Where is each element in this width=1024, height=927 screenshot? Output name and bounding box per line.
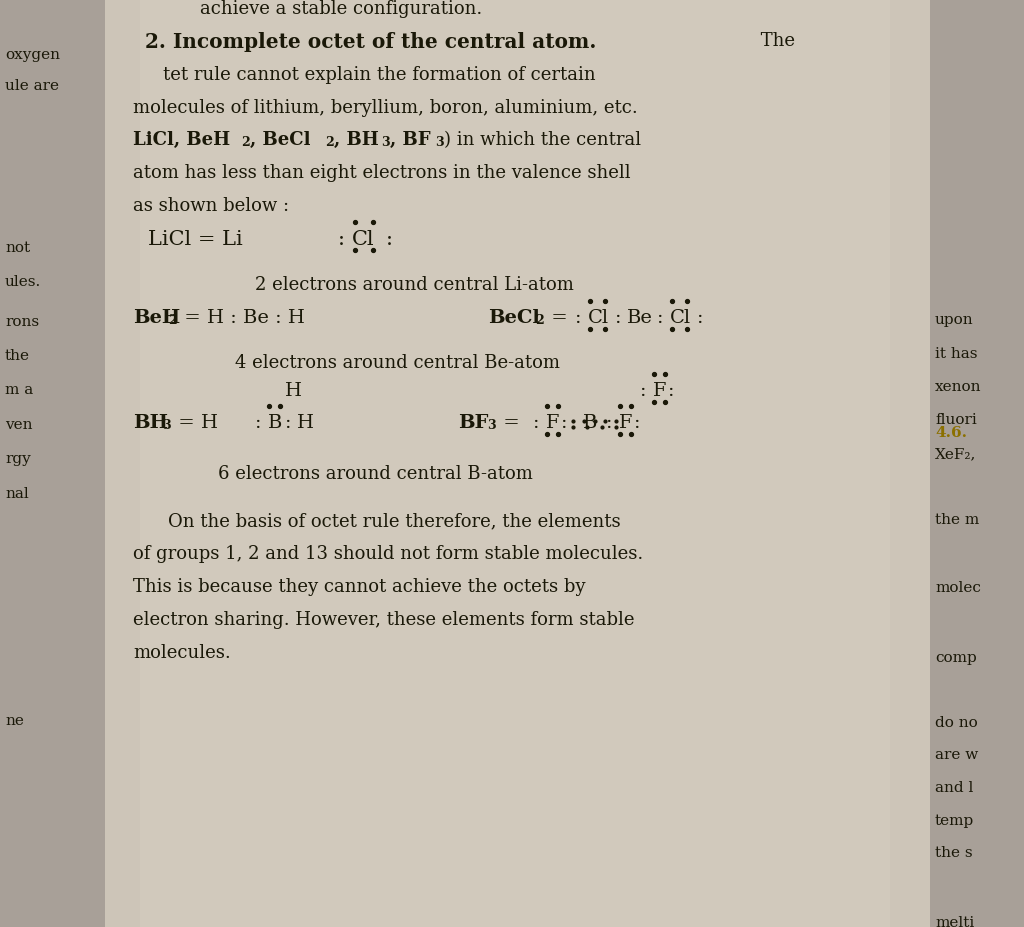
Text: 3: 3 [381,136,389,149]
Text: Cl: Cl [352,230,375,249]
Text: B: B [583,414,597,432]
Text: 2: 2 [535,314,544,327]
Text: ule are: ule are [5,79,59,93]
Text: F: F [653,382,667,400]
Text: rgy: rgy [5,452,31,466]
Text: upon: upon [935,313,974,327]
Text: LiCl, BeH: LiCl, BeH [133,131,230,149]
Text: nal: nal [5,487,29,501]
FancyBboxPatch shape [140,0,890,927]
Text: =: = [545,309,574,327]
Text: LiCl = Li: LiCl = Li [148,230,243,249]
Text: rons: rons [5,315,39,329]
Text: ven: ven [5,418,33,432]
Text: fluori: fluori [935,413,977,427]
Text: H: H [285,382,302,400]
Text: On the basis of octet rule therefore, the elements: On the basis of octet rule therefore, th… [168,512,621,530]
Text: :: : [668,382,675,400]
FancyBboxPatch shape [100,0,930,927]
Text: H: H [297,414,314,432]
Text: Be: Be [627,309,653,327]
FancyBboxPatch shape [930,0,1024,927]
Text: BH: BH [133,414,168,432]
Text: :: : [697,309,703,327]
Text: Cl: Cl [588,309,609,327]
Text: B: B [268,414,283,432]
Text: 3: 3 [435,136,443,149]
Text: the m: the m [935,513,979,527]
Text: F: F [618,414,633,432]
Text: do no: do no [935,716,978,730]
Text: xenon: xenon [935,380,981,394]
Text: F: F [546,414,559,432]
Text: , BF: , BF [390,131,431,149]
Text: comp: comp [935,651,977,665]
Text: :: : [386,230,393,249]
Text: melti: melti [935,916,974,927]
Text: :: : [561,414,567,432]
Text: tet rule cannot explain the formation of certain: tet rule cannot explain the formation of… [163,66,596,84]
Text: temp: temp [935,814,974,828]
Text: :: : [534,414,540,432]
Text: :: : [606,414,612,432]
Text: , BeCl: , BeCl [250,131,310,149]
Text: XeF₂,: XeF₂, [935,448,976,462]
Text: ) in which the central: ) in which the central [444,131,641,149]
Text: not: not [5,241,30,255]
Text: achieve a stable configuration.: achieve a stable configuration. [200,0,482,18]
Text: :: : [575,309,582,327]
Text: electron sharing. However, these elements form stable: electron sharing. However, these element… [133,611,635,629]
Text: 2: 2 [241,136,250,149]
Text: Cl: Cl [670,309,691,327]
Text: the s: the s [935,846,973,860]
Text: 2: 2 [168,314,177,327]
Text: it has: it has [935,347,978,361]
Text: m a: m a [5,383,33,397]
Text: BeH: BeH [133,309,180,327]
Text: molecules of lithium, beryllium, boron, aluminium, etc.: molecules of lithium, beryllium, boron, … [133,99,638,117]
Text: ules.: ules. [5,275,41,289]
Text: = H: = H [172,414,224,432]
Text: :: : [338,230,345,249]
Text: molecules.: molecules. [133,644,230,662]
Text: 3: 3 [162,419,171,432]
Text: are w: are w [935,748,978,762]
Text: :: : [657,309,664,327]
Text: 2: 2 [325,136,334,149]
Text: the: the [5,349,30,362]
Text: 2 electrons around central Li-atom: 2 electrons around central Li-atom [255,276,573,294]
Text: ne: ne [5,714,24,728]
Text: 2. Incomplete octet of the central atom.: 2. Incomplete octet of the central atom. [145,32,596,52]
Text: =: = [497,414,526,432]
Text: The: The [755,32,795,50]
Text: of groups 1, 2 and 13 should not form stable molecules.: of groups 1, 2 and 13 should not form st… [133,545,643,563]
Text: molec: molec [935,581,981,595]
Text: :: : [640,382,646,400]
Text: :: : [634,414,640,432]
Text: :: : [615,309,622,327]
Text: This is because they cannot achieve the octets by: This is because they cannot achieve the … [133,578,586,596]
Text: 4.6.: 4.6. [935,426,967,440]
Text: and l: and l [935,781,974,794]
Text: :: : [255,414,261,432]
Text: 6 electrons around central B-atom: 6 electrons around central B-atom [218,465,532,483]
FancyBboxPatch shape [0,0,105,927]
Text: = H : Be : H: = H : Be : H [178,309,305,327]
Text: BF: BF [458,414,488,432]
Text: oxygen: oxygen [5,48,60,62]
Text: atom has less than eight electrons in the valence shell: atom has less than eight electrons in th… [133,164,631,182]
Text: 3: 3 [487,419,496,432]
Text: as shown below :: as shown below : [133,197,289,215]
Text: :: : [285,414,292,432]
Text: , BH: , BH [334,131,379,149]
Text: 4 electrons around central Be-atom: 4 electrons around central Be-atom [234,354,560,372]
Text: BeCl: BeCl [488,309,540,327]
